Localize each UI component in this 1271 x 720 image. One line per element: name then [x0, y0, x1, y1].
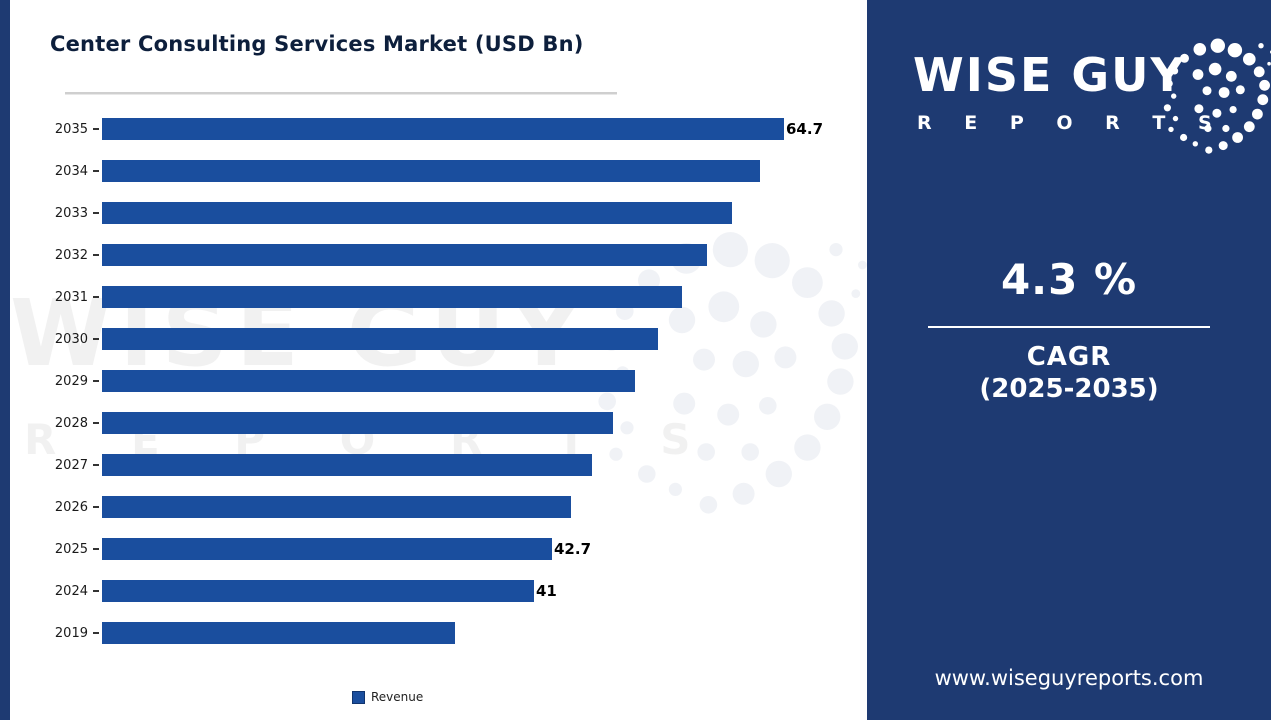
revenue-bar	[102, 496, 571, 518]
chart-row: 2035 64.7	[40, 108, 823, 150]
axis-tick	[93, 296, 99, 298]
revenue-bar	[102, 538, 552, 560]
revenue-bar	[102, 454, 592, 476]
chart-row: 2032	[40, 234, 823, 276]
axis-tick	[93, 632, 99, 634]
legend: Revenue	[352, 690, 423, 704]
axis-tick	[93, 422, 99, 424]
chart-row: 2024 41	[40, 570, 823, 612]
website-url: www.wiseguyreports.com	[934, 666, 1204, 690]
chart-row: 2030	[40, 318, 823, 360]
revenue-bar	[102, 286, 682, 308]
year-label: 2025	[54, 541, 88, 557]
year-label: 2028	[54, 415, 88, 431]
chart-row: 2031	[40, 276, 823, 318]
bar-chart: 2035 64.7 2034 2033 2032 2031 2030 2029 2028 2027…	[40, 108, 823, 654]
revenue-bar	[102, 160, 760, 182]
cagr-period: (2025-2035)	[979, 374, 1159, 404]
revenue-bar	[102, 622, 455, 644]
chart-row: 2029	[40, 360, 823, 402]
chart-row: 2025 42.7	[40, 528, 823, 570]
left-accent-strip	[0, 0, 10, 720]
year-label: 2027	[54, 457, 88, 473]
cagr-divider	[928, 326, 1210, 328]
year-label: 2035	[54, 121, 88, 137]
cagr-block: 4.3 % CAGR (2025-2035)	[867, 255, 1271, 404]
year-label: 2032	[54, 247, 88, 263]
chart-area: WISE GUY R E P O R T S Center Consulting…	[10, 0, 867, 720]
axis-tick	[93, 464, 99, 466]
legend-swatch	[352, 690, 365, 704]
revenue-bar	[102, 118, 784, 140]
year-label: 2019	[54, 625, 88, 641]
chart-row: 2033	[40, 192, 823, 234]
year-label: 2033	[54, 205, 88, 221]
revenue-bar	[102, 370, 635, 392]
legend-label: Revenue	[371, 690, 424, 704]
axis-tick	[93, 338, 99, 340]
title-divider	[65, 92, 617, 94]
bar-value-label: 64.7	[786, 120, 824, 138]
axis-tick	[93, 590, 99, 592]
cagr-label: CAGR	[1026, 342, 1112, 372]
year-label: 2031	[54, 289, 88, 305]
axis-tick	[93, 170, 99, 172]
axis-tick	[93, 254, 99, 256]
bar-value-label: 42.7	[554, 540, 592, 558]
year-label: 2030	[54, 331, 88, 347]
logo-wordmark: WISE GUY	[913, 48, 1186, 102]
logo: WISE GUY R E P O R T S	[913, 38, 1271, 178]
chart-row: 2027	[40, 444, 823, 486]
year-label: 2029	[54, 373, 88, 389]
bar-value-label: 41	[536, 582, 557, 600]
chart-row: 2034	[40, 150, 823, 192]
chart-row: 2028	[40, 402, 823, 444]
revenue-bar	[102, 412, 613, 434]
chart-row: 2019	[40, 612, 823, 654]
cagr-value: 4.3 %	[1000, 255, 1138, 304]
logo-subtitle: R E P O R T S	[917, 112, 1225, 134]
chart-row: 2026	[40, 486, 823, 528]
axis-tick	[93, 212, 99, 214]
axis-tick	[93, 380, 99, 382]
axis-tick	[93, 548, 99, 550]
brand-panel: WISE GUY R E P O R T S 4.3 % CAGR (2025-…	[867, 0, 1271, 720]
revenue-bar	[102, 244, 707, 266]
chart-title: Center Consulting Services Market (USD B…	[50, 32, 584, 56]
year-label: 2024	[54, 583, 88, 599]
axis-tick	[93, 506, 99, 508]
year-label: 2034	[54, 163, 88, 179]
year-label: 2026	[54, 499, 88, 515]
axis-tick	[93, 128, 99, 130]
revenue-bar	[102, 580, 534, 602]
logo-head-icon	[1163, 38, 1271, 154]
revenue-bar	[102, 202, 732, 224]
revenue-bar	[102, 328, 658, 350]
